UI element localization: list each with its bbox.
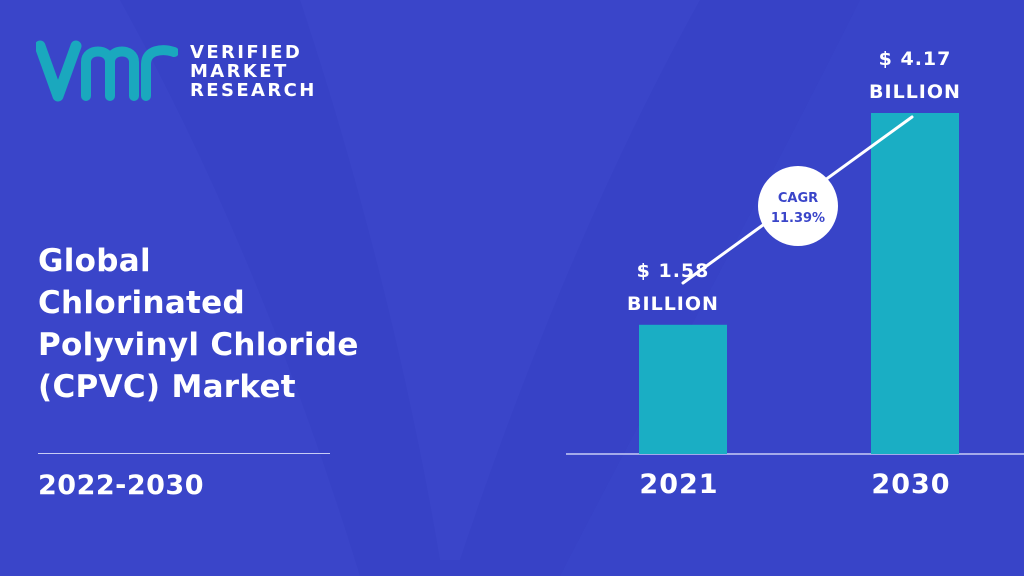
title-line-4: (CPVC) Market xyxy=(38,369,296,405)
title-divider xyxy=(38,453,330,454)
title-line-2: Chlorinated xyxy=(38,285,245,321)
cagr-value: 11.39% xyxy=(771,211,825,226)
vmr-logo-icon xyxy=(36,40,178,102)
bar-value-label-2030-1: $ 4.17 xyxy=(879,48,952,70)
bar-2021 xyxy=(639,324,727,454)
brand-name: VERIFIED MARKET RESEARCH xyxy=(190,43,317,100)
x-tick-label-2021: 2021 xyxy=(639,469,718,500)
brand-line-1: VERIFIED xyxy=(190,41,303,63)
cagr-label: CAGR xyxy=(778,191,818,206)
bar-value-label-2030-2: BILLION xyxy=(869,81,961,103)
bar-value-label-2021-2: BILLION xyxy=(627,293,719,315)
x-tick-label-2030: 2030 xyxy=(871,469,950,500)
title-line-3: Polyvinyl Chloride xyxy=(38,327,359,363)
bar-2030 xyxy=(871,113,959,454)
forecast-period: 2022-2030 xyxy=(38,470,204,501)
title-line-1: Global xyxy=(38,243,151,279)
page-title: Global Chlorinated Polyvinyl Chloride (C… xyxy=(38,240,398,408)
cagr-badge xyxy=(758,166,838,246)
brand-line-3: RESEARCH xyxy=(190,79,317,101)
brand-line-2: MARKET xyxy=(190,60,289,82)
brand-logo: VERIFIED MARKET RESEARCH xyxy=(36,40,317,102)
